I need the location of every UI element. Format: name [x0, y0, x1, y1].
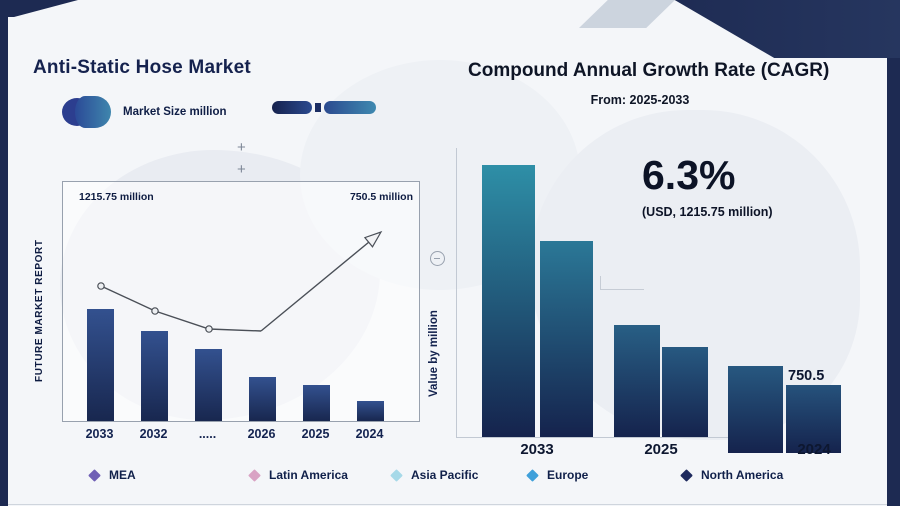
plus-mark: + [237, 161, 246, 178]
right-bar-2025-s1 [614, 325, 660, 437]
value-by-million-label: Value by million [428, 310, 440, 398]
right-xlabel-2024: 2024 [797, 441, 831, 458]
legend-label: Asia Pacific [411, 468, 479, 482]
left-xlabel-2026: 2026 [247, 427, 276, 441]
bottom-legend: MEA Latin America Asia Pacific Europe North … [0, 466, 900, 486]
left-xlabel-2033: 2033 [85, 427, 114, 441]
legend-label: Europe [547, 468, 589, 482]
pill-shape [324, 101, 376, 114]
left-bars [63, 182, 419, 421]
left-bar-..... [195, 349, 222, 421]
trend-arrow [97, 230, 383, 333]
market-size-legend: Market Size million [62, 96, 227, 128]
left-xlabel-2024: 2024 [355, 427, 384, 441]
decorative-pills [272, 101, 376, 114]
legend-item-latin-america: Latin America [248, 466, 348, 484]
right-xlabel-2033: 2033 [520, 441, 554, 458]
legend-diamond-icon [88, 468, 101, 482]
cylinder-shape [75, 96, 111, 128]
left-xlabels: 2033 2032..... 2026 2025 2024 [62, 427, 420, 445]
left-bar-2024 [357, 401, 384, 421]
legend-item-asia-pacific: Asia Pacific [390, 466, 479, 484]
legend-item-mea: MEA [88, 466, 136, 484]
legend-item-europe: Europe [526, 466, 589, 484]
step-decoration [600, 276, 644, 290]
left-bar-2033 [87, 309, 114, 421]
plus-mark: + [237, 139, 246, 156]
future-market-report-label: FUTURE MARKET REPORT [34, 239, 45, 383]
left-annotation-2024: 750.5 million [349, 191, 413, 203]
pill-connector [315, 103, 321, 112]
left-xlabel-2025: 2025 [301, 427, 330, 441]
cagr-note: (USD, 1215.75 million) [642, 205, 773, 219]
left-chart: 1215.75 million 750.5 million [62, 181, 420, 422]
legend-diamond-icon [526, 468, 539, 482]
left-annotation-2033: 1215.75 million [79, 191, 154, 203]
right-edge-band [887, 0, 900, 506]
right-bar-2024-s2 [786, 385, 841, 453]
right-xlabels: 2033 2025 2024 [0, 441, 900, 461]
value-callout-750: 750.5 [788, 368, 825, 384]
right-bar-2033-s2 [540, 241, 593, 437]
legend-diamond-icon [680, 468, 693, 482]
bottom-edge-line [8, 504, 887, 505]
right-xlabel-2025: 2025 [644, 441, 678, 458]
legend-label: North America [701, 468, 784, 482]
circle-minus-icon [430, 251, 445, 266]
left-edge-band [0, 0, 8, 506]
legend-label: Latin America [269, 468, 348, 482]
left-xlabel-2032: 2032 [139, 427, 168, 441]
right-bar-2024-s1 [728, 366, 783, 453]
legend-item-north-america: North America [680, 466, 784, 484]
left-bar-2025 [303, 385, 330, 421]
right-x-axis [456, 437, 752, 438]
minus-line [434, 257, 440, 259]
cagr-value: 6.3% [642, 152, 736, 198]
right-chart-subtitle: From: 2025-2033 [590, 93, 690, 107]
left-xlabel-.....: ..... [198, 427, 217, 441]
legend-diamond-icon [390, 468, 403, 482]
left-bar-2032 [141, 331, 168, 421]
left-chart-title: Anti-Static Hose Market [33, 57, 251, 78]
right-bar-2025-s2 [662, 347, 708, 437]
right-bar-2033-s1 [482, 165, 535, 437]
legend-label: MEA [109, 468, 136, 482]
legend-diamond-icon [248, 468, 261, 482]
market-size-label: Market Size million [123, 106, 227, 118]
market-size-icon [62, 96, 112, 128]
pill-shape [272, 101, 312, 114]
right-bars [456, 150, 886, 453]
right-y-axis [456, 148, 457, 437]
right-chart-title: Compound Annual Growth Rate (CAGR) [468, 60, 830, 81]
left-bar-2026 [249, 377, 276, 421]
